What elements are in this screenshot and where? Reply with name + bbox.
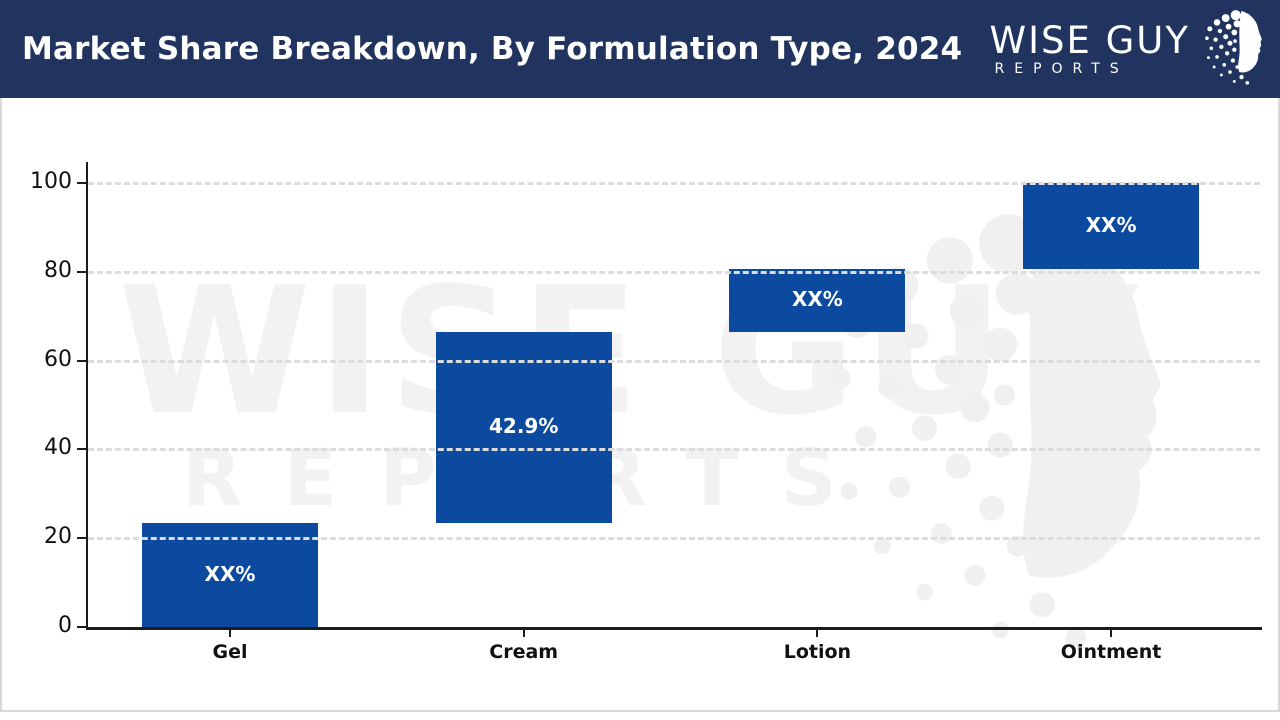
x-tick-label-lotion: Lotion xyxy=(783,641,852,663)
y-tick-label-40: 40 xyxy=(44,435,72,461)
y-tickmark-80 xyxy=(77,270,86,273)
logo-head-icon xyxy=(1194,9,1266,89)
header-bar: Market Share Breakdown, By Formulation T… xyxy=(0,0,1280,98)
gridline-40 xyxy=(88,448,1260,452)
x-tick-label-ointment: Ointment xyxy=(1060,641,1162,663)
y-tickmark-60 xyxy=(77,359,86,362)
y-tickmark-100 xyxy=(77,182,86,184)
y-tickmark-40 xyxy=(77,448,86,451)
y-axis-spine xyxy=(86,162,88,630)
bar-cream xyxy=(435,332,612,523)
x-tick-label-gel: Gel xyxy=(212,641,248,663)
y-tickmark-0 xyxy=(77,626,86,628)
y-tick-label-20: 20 xyxy=(44,524,72,550)
x-tickmark-gel xyxy=(229,630,231,637)
bar-value-label-ointment: XX% xyxy=(1085,212,1137,237)
page-title: Market Share Breakdown, By Formulation T… xyxy=(22,31,963,67)
x-tickmark-ointment xyxy=(1110,630,1113,637)
wise-guy-logo: WISE GUY REPORTS xyxy=(990,9,1266,89)
x-tickmark-cream xyxy=(522,630,525,637)
x-tickmark-lotion xyxy=(816,630,819,637)
gridline-20 xyxy=(88,537,1260,541)
bar-value-label-gel: XX% xyxy=(204,561,256,586)
gridline-100 xyxy=(88,182,1260,185)
y-tick-label-80: 80 xyxy=(44,257,72,283)
x-tick-label-cream: Cream xyxy=(489,641,559,663)
logo-text: WISE GUY REPORTS xyxy=(990,22,1190,76)
y-tick-label-0: 0 xyxy=(58,613,72,638)
y-tickmark-20 xyxy=(77,537,86,540)
x-axis-spine xyxy=(86,627,1262,630)
gridline-60 xyxy=(88,359,1260,363)
y-tick-label-60: 60 xyxy=(44,346,72,372)
bar-value-label-cream: 42.9% xyxy=(488,414,559,439)
bar-value-label-lotion: XX% xyxy=(791,287,843,312)
y-tick-label-100: 100 xyxy=(30,169,72,194)
gridline-80 xyxy=(88,270,1260,274)
logo-reports-text: REPORTS xyxy=(994,61,1129,77)
logo-wiseguy-text: WISE GUY xyxy=(989,19,1190,62)
